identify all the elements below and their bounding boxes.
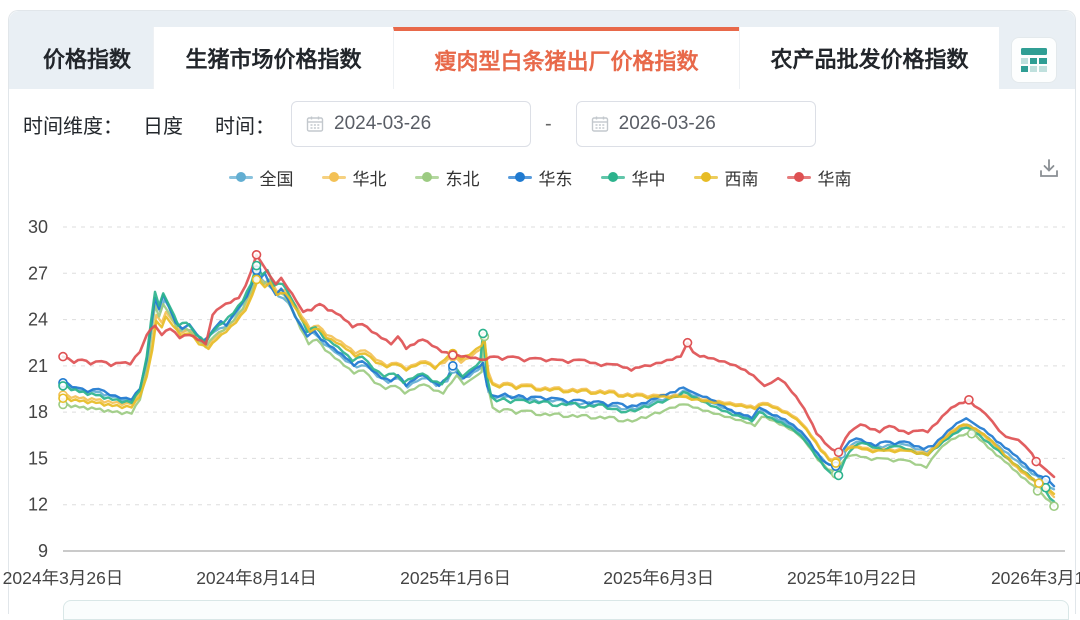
legend-label: 西南: [724, 169, 759, 189]
svg-text:9: 9: [38, 541, 48, 561]
legend-label: 华北: [352, 169, 387, 189]
time-dimension-value-daily[interactable]: 日度: [143, 115, 183, 138]
svg-text:2025年1月6日: 2025年1月6日: [400, 568, 511, 588]
svg-text:2025年10月22日: 2025年10月22日: [787, 568, 917, 588]
svg-text:24: 24: [28, 310, 48, 330]
download-button[interactable]: [1032, 152, 1066, 186]
legend-marker-icon: [414, 171, 439, 183]
legend-item-dongbei[interactable]: 东北: [414, 165, 480, 190]
svg-text:15: 15: [28, 448, 48, 468]
legend-marker-icon: [693, 171, 718, 183]
svg-text:27: 27: [28, 263, 48, 283]
legend-item-huabei[interactable]: 华北: [321, 165, 387, 190]
legend-marker-icon: [786, 171, 811, 183]
legend-label: 东北: [445, 169, 480, 189]
legend-marker-icon: [228, 171, 253, 183]
tab-lean-pork-exfactory-price-index[interactable]: 瘦肉型白条猪出厂价格指数: [393, 27, 739, 89]
legend-label: 华东: [538, 169, 573, 189]
svg-text:2025年6月3日: 2025年6月3日: [603, 568, 714, 588]
next-section-edge: [63, 600, 1069, 620]
calendar-icon: [306, 116, 324, 132]
svg-text:18: 18: [28, 402, 48, 422]
svg-text:30: 30: [28, 217, 48, 237]
tab-pig-market-price-index[interactable]: 生猪市场价格指数: [153, 27, 393, 89]
time-dimension-label: 时间维度：: [23, 115, 123, 138]
legend-label: 华南: [817, 169, 852, 189]
svg-text:12: 12: [28, 495, 48, 515]
tab-strip: 价格指数 生猪市场价格指数 瘦肉型白条猪出厂价格指数 农产品批发价格指数: [9, 11, 1075, 89]
calendar-icon: [591, 116, 608, 132]
svg-text:2024年8月14日: 2024年8月14日: [196, 568, 317, 588]
start-date-input[interactable]: 2024-03-26: [291, 101, 531, 147]
report-grid-icon[interactable]: [1011, 37, 1057, 83]
start-date-value: 2024-03-26: [334, 113, 432, 134]
legend-marker-icon: [600, 171, 625, 183]
legend-label: 华中: [631, 169, 666, 189]
legend-marker-icon: [321, 171, 346, 183]
date-range-separator: -: [545, 112, 552, 135]
svg-text:2024年3月26日: 2024年3月26日: [3, 568, 124, 588]
price-index-panel: 价格指数 生猪市场价格指数 瘦肉型白条猪出厂价格指数 农产品批发价格指数 时间维…: [8, 10, 1076, 614]
legend-item-huadong[interactable]: 华东: [507, 165, 573, 190]
svg-text:2026年3月16日: 2026年3月16日: [991, 568, 1080, 588]
legend-label: 全国: [259, 169, 294, 189]
legend-item-quanguo[interactable]: 全国: [228, 165, 294, 190]
filter-bar: 时间维度： 日度 时间： 2024-03-26 - 2026-03-26: [9, 89, 1075, 159]
legend-item-xinan[interactable]: 西南: [693, 165, 759, 190]
time-label: 时间：: [215, 115, 275, 138]
legend-item-huazhong[interactable]: 华中: [600, 165, 666, 190]
download-icon: [1040, 159, 1058, 177]
chart-legend: 全国 华北 东北 华东 华中 西南 华南: [0, 160, 1080, 194]
svg-text:21: 21: [28, 356, 48, 376]
legend-marker-icon: [507, 171, 532, 183]
end-date-value: 2026-03-26: [618, 113, 716, 134]
legend-item-huanan[interactable]: 华南: [786, 165, 852, 190]
tab-agri-wholesale-price-index[interactable]: 农产品批发价格指数: [739, 27, 999, 89]
page-title: 价格指数: [42, 47, 131, 72]
end-date-input[interactable]: 2026-03-26: [575, 101, 816, 147]
